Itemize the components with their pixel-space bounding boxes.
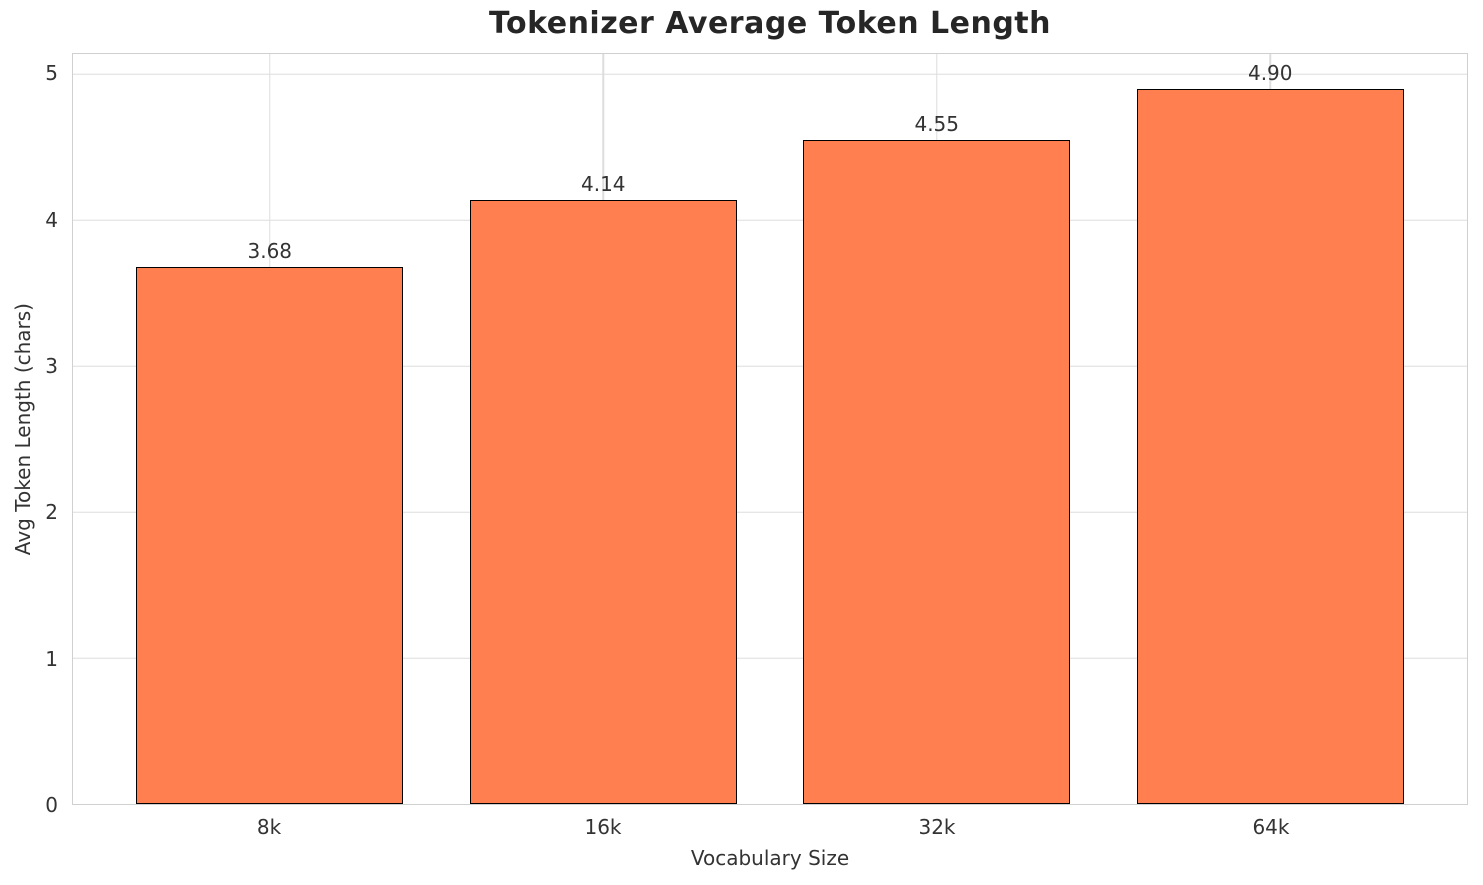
horizontal-gridline bbox=[73, 511, 1467, 513]
x-axis-ticks: 8k 16k 32k 64k bbox=[72, 815, 1468, 843]
y-tick-label: 5 bbox=[45, 61, 58, 86]
chart-title: Tokenizer Average Token Length bbox=[488, 6, 1051, 41]
y-axis-label-container: Avg Token Length (chars) bbox=[2, 53, 44, 805]
y-axis-label: Avg Token Length (chars) bbox=[11, 302, 35, 556]
x-tick-label: 32k bbox=[918, 815, 956, 839]
bar-16k bbox=[469, 199, 737, 804]
y-tick-label: 1 bbox=[45, 646, 58, 671]
x-tick-label: 64k bbox=[1252, 815, 1290, 839]
horizontal-gridline bbox=[73, 365, 1467, 368]
x-axis-label: Vocabulary Size bbox=[690, 846, 850, 870]
bar-32k bbox=[803, 140, 1071, 804]
x-tick-label: 8k bbox=[256, 815, 282, 839]
bar-64k bbox=[1136, 89, 1404, 804]
bar-value-label: 4.90 bbox=[1247, 61, 1293, 86]
y-tick-label: 2 bbox=[45, 500, 58, 525]
y-tick-label: 3 bbox=[45, 354, 58, 379]
bar-value-label: 4.14 bbox=[580, 171, 626, 196]
y-tick-label: 4 bbox=[45, 207, 58, 232]
horizontal-gridline bbox=[73, 73, 1467, 76]
plot-area: 3.68 4.14 4.55 4.90 bbox=[72, 53, 1468, 805]
horizontal-gridline bbox=[73, 219, 1467, 222]
horizontal-gridline bbox=[73, 657, 1467, 659]
y-tick-label: 0 bbox=[45, 793, 58, 817]
bar-8k bbox=[136, 267, 404, 804]
x-tick-label: 16k bbox=[584, 815, 622, 839]
y-axis-ticks: 0 1 2 3 4 5 bbox=[0, 53, 58, 815]
bar-value-label: 3.68 bbox=[247, 239, 293, 264]
bar-value-label: 4.55 bbox=[914, 112, 959, 137]
